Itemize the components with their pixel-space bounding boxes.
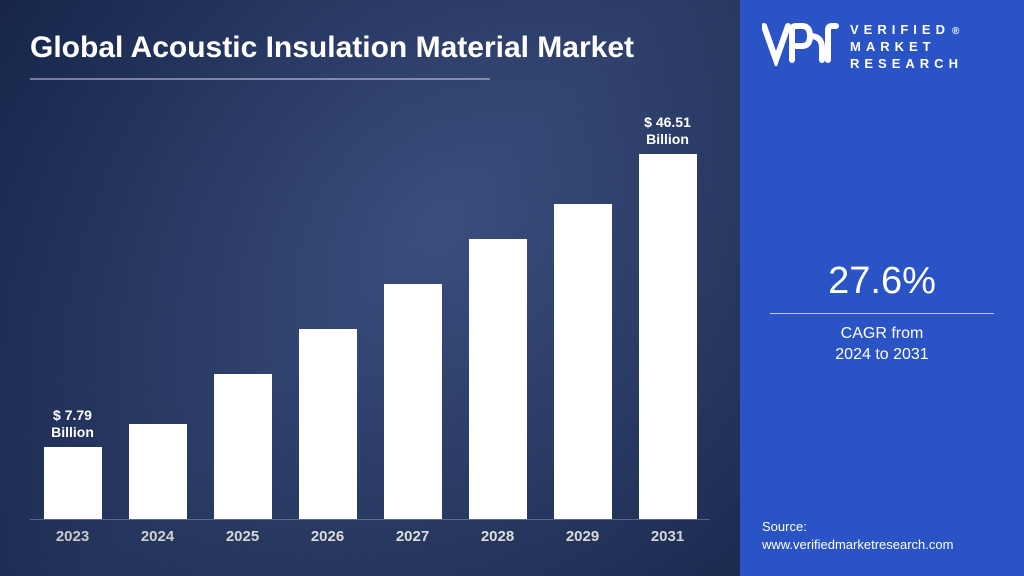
bar — [384, 284, 442, 519]
bar — [299, 329, 357, 519]
brand-text: VERIFIED® MARKET RESEARCH — [850, 22, 964, 73]
title-block: Global Acoustic Insulation Material Mark… — [30, 30, 710, 80]
bar — [469, 239, 527, 519]
cagr-subtitle: CAGR from 2024 to 2031 — [770, 324, 994, 366]
bar-2029 — [550, 204, 615, 519]
bar-annotation: $ 7.79 Billion — [51, 407, 94, 441]
bar-2026 — [295, 329, 360, 519]
bar-2027 — [380, 284, 445, 519]
vmr-logo-icon — [762, 22, 842, 66]
bar-2023: $ 7.79 Billion — [40, 407, 105, 519]
info-panel: VERIFIED® MARKET RESEARCH 27.6% CAGR fro… — [740, 0, 1024, 576]
bar — [44, 447, 102, 519]
bar — [639, 154, 697, 519]
x-label: 2024 — [125, 528, 190, 545]
title-underline — [30, 78, 490, 80]
chart-panel: Global Acoustic Insulation Material Mark… — [0, 0, 740, 576]
bar-annotation: $ 46.51 Billion — [644, 114, 691, 148]
bar — [554, 204, 612, 519]
x-label: 2029 — [550, 528, 615, 545]
bar — [129, 424, 187, 519]
brand-logo: VERIFIED® MARKET RESEARCH — [762, 22, 1004, 73]
x-label: 2031 — [635, 528, 700, 545]
x-label: 2028 — [465, 528, 530, 545]
x-label: 2027 — [380, 528, 445, 545]
x-axis-labels: 2023 2024 2025 2026 2027 2028 2029 2031 — [30, 520, 710, 545]
cagr-value: 27.6% — [770, 260, 994, 303]
source-block: Source: www.verifiedmarketresearch.com — [762, 518, 953, 554]
cagr-block: 27.6% CAGR from 2024 to 2031 — [740, 260, 1024, 366]
source-label: Source: — [762, 518, 953, 536]
x-label: 2025 — [210, 528, 275, 545]
bar — [214, 374, 272, 519]
x-label: 2023 — [40, 528, 105, 545]
bar-2025 — [210, 374, 275, 519]
chart-title: Global Acoustic Insulation Material Mark… — [30, 30, 710, 66]
cagr-underline — [770, 313, 994, 314]
source-url: www.verifiedmarketresearch.com — [762, 536, 953, 554]
bar-2031: $ 46.51 Billion — [635, 114, 700, 519]
bar-2024 — [125, 424, 190, 519]
bar-chart: $ 7.79 Billion $ 46.51 Billion — [30, 100, 710, 520]
x-label: 2026 — [295, 528, 360, 545]
bar-2028 — [465, 239, 530, 519]
